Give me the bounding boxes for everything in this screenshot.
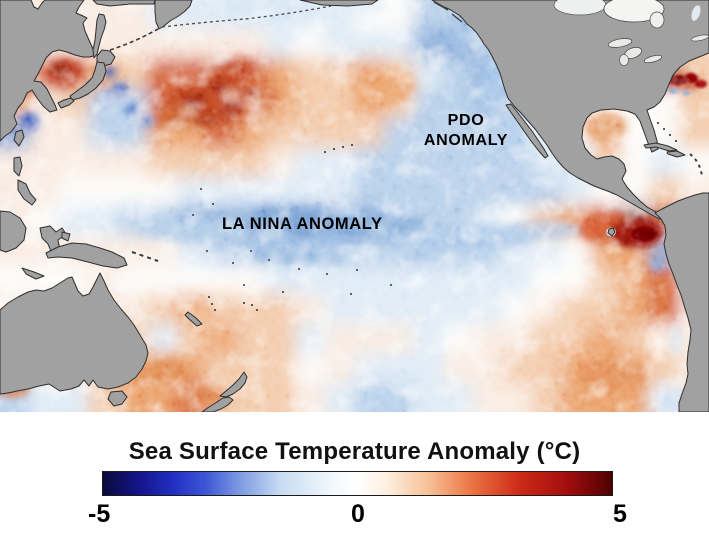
- svg-text:LA NINA ANOMALY: LA NINA ANOMALY: [222, 215, 383, 233]
- svg-text:PDO: PDO: [448, 112, 485, 129]
- svg-text:ANOMALY: ANOMALY: [424, 132, 508, 149]
